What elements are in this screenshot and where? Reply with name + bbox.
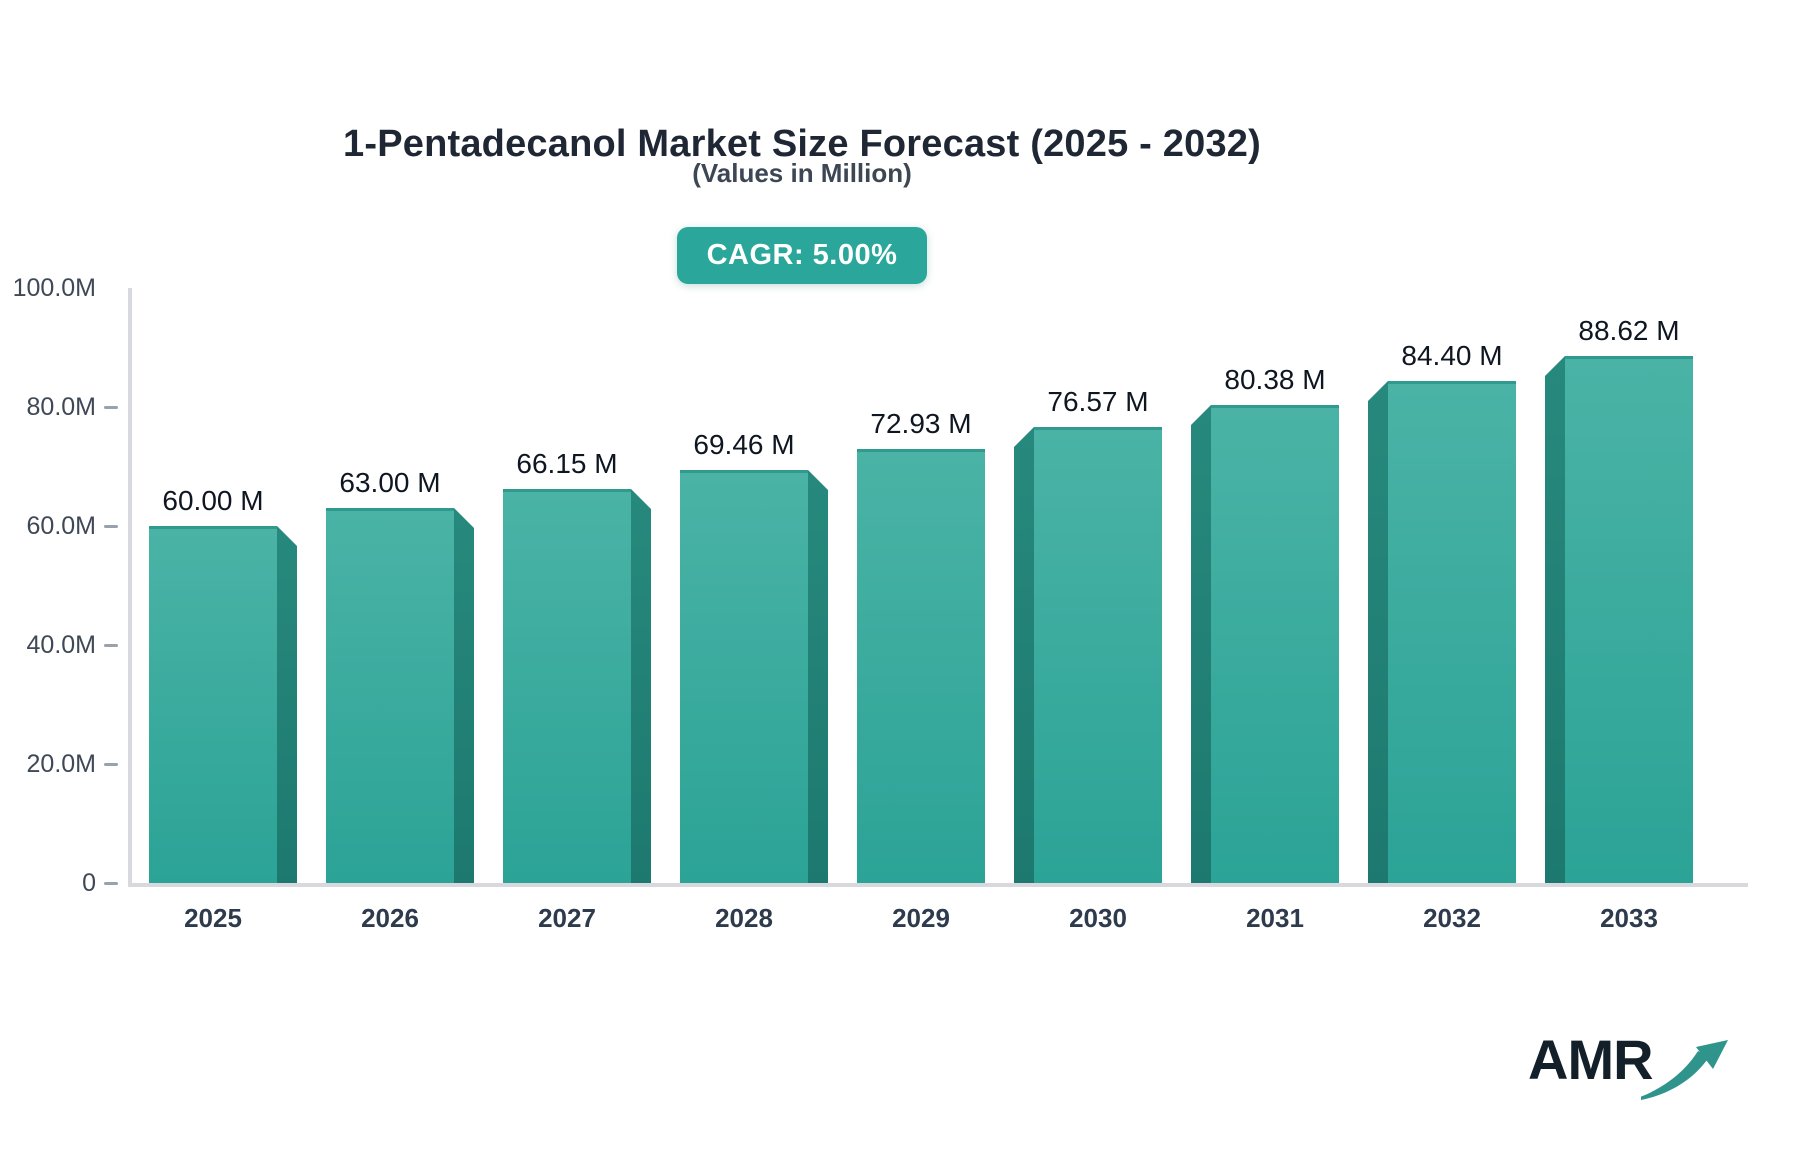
bar-value-label: 66.15 M bbox=[516, 448, 618, 479]
bar-face bbox=[857, 449, 985, 883]
y-tick-label: 20.0M bbox=[26, 750, 96, 778]
trending-up-arrow-icon bbox=[1640, 1040, 1728, 1100]
bar-side-panel bbox=[1368, 381, 1388, 883]
bar-face bbox=[1565, 356, 1693, 883]
y-tick-label: 40.0M bbox=[26, 631, 96, 659]
x-tick-label: 2025 bbox=[184, 903, 242, 933]
amr-logo-text: AMR bbox=[1528, 1028, 1654, 1091]
y-tick-dash bbox=[104, 882, 118, 885]
y-tick-label: 0 bbox=[82, 869, 96, 897]
bar-value-label: 84.40 M bbox=[1401, 340, 1503, 371]
bar-side-panel bbox=[1545, 356, 1565, 883]
bar-value-label: 60.00 M bbox=[162, 485, 264, 516]
y-tick-label: 80.0M bbox=[26, 393, 96, 421]
x-tick-label: 2031 bbox=[1246, 903, 1304, 933]
bar-face bbox=[503, 489, 631, 883]
chart-subtitle: (Values in Million) bbox=[692, 158, 912, 188]
y-tick-label: 60.0M bbox=[26, 512, 96, 540]
x-tick-label: 2027 bbox=[538, 903, 596, 933]
y-tick-dash bbox=[104, 406, 118, 409]
x-axis-line bbox=[128, 883, 1748, 887]
x-tick-label: 2030 bbox=[1069, 903, 1127, 933]
bar-value-label: 63.00 M bbox=[339, 467, 441, 498]
bar-face bbox=[1388, 381, 1516, 883]
chart-title: 1-Pentadecanol Market Size Forecast (202… bbox=[343, 123, 1261, 166]
bar-side-panel bbox=[277, 526, 297, 883]
bar-face bbox=[326, 508, 454, 883]
bar-side-panel bbox=[1014, 427, 1034, 883]
y-tick-dash bbox=[104, 525, 118, 528]
bar-side-panel bbox=[1191, 405, 1211, 883]
y-tick-dash bbox=[104, 763, 118, 766]
cagr-badge-wrap: CAGR: 5.00% bbox=[0, 227, 1604, 284]
bar-face bbox=[680, 470, 808, 883]
x-tick-label: 2033 bbox=[1600, 903, 1658, 933]
bar-value-label: 76.57 M bbox=[1047, 386, 1149, 417]
bar-side-panel bbox=[454, 508, 474, 883]
bar-value-label: 80.38 M bbox=[1224, 364, 1326, 395]
y-tick-dash bbox=[104, 644, 118, 647]
cagr-badge: CAGR: 5.00% bbox=[676, 227, 928, 284]
bar-side-panel bbox=[631, 489, 651, 883]
x-tick-label: 2029 bbox=[892, 903, 950, 933]
x-tick-label: 2026 bbox=[361, 903, 419, 933]
bar-face bbox=[1211, 405, 1339, 883]
bar-side-panel bbox=[808, 470, 828, 883]
bar-value-label: 88.62 M bbox=[1578, 315, 1680, 346]
x-tick-label: 2032 bbox=[1423, 903, 1481, 933]
bar-face bbox=[1034, 427, 1162, 883]
y-axis-line bbox=[128, 288, 132, 887]
y-tick-label: 100.0M bbox=[12, 274, 96, 302]
x-tick-label: 2028 bbox=[715, 903, 773, 933]
bar-value-label: 69.46 M bbox=[693, 429, 795, 460]
amr-logo: AMR bbox=[1528, 1032, 1733, 1106]
bar-value-label: 72.93 M bbox=[870, 408, 972, 439]
bar-face bbox=[149, 526, 277, 883]
